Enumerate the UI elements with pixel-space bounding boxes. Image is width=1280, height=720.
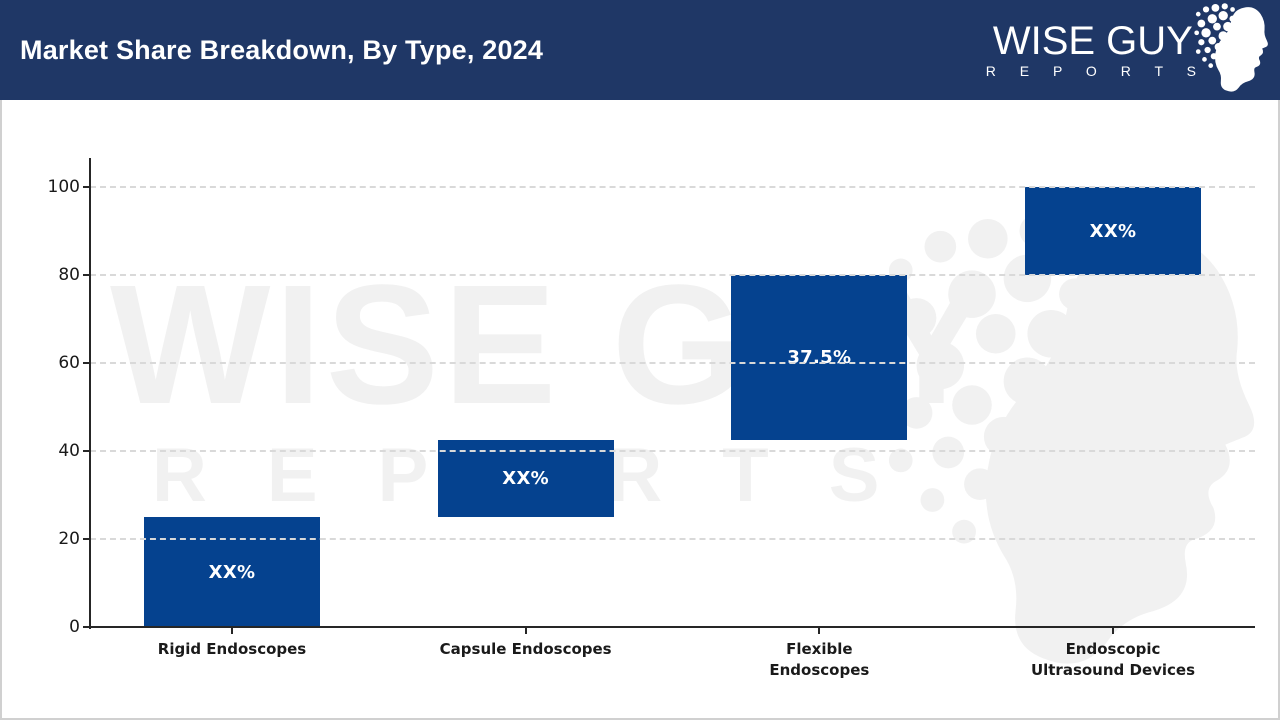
x-axis-line [89,626,1255,628]
brand-logo: WISE GUY R E P O R T S [980,0,1270,100]
bar-value-label: XX% [1089,220,1137,242]
x-tick-mark [1112,628,1114,634]
x-axis-category-label: Capsule Endoscopes [376,639,676,660]
y-tick-label: 100 [47,177,80,197]
y-tick-mark [83,626,90,628]
x-axis-category-line: Ultrasound Devices [1030,661,1196,679]
y-tick-label: 80 [58,265,80,285]
bar-3: 37.5% [731,275,908,440]
bar-1: XX% [144,517,320,627]
gridline-100 [90,186,1255,188]
header-banner: Market Share Breakdown, By Type, 2024 WI… [0,0,1280,100]
bar-2: XX% [437,440,614,517]
x-axis-category-line: Capsule Endoscopes [439,640,612,658]
y-tick-mark [83,362,90,364]
watermark-head-icon [880,215,1255,664]
gridline-40 [90,450,1255,452]
bar-4: XX% [1025,187,1201,275]
y-tick-label: 20 [58,529,80,549]
brand-name-text: WISE GUY [992,19,1193,63]
brand-wordmark: WISE GUY R E P O R T S [980,21,1206,79]
brand-reports-text: R E P O R T S [985,63,1206,79]
gridline-60 [90,362,1255,364]
bar-value-label: XX% [208,561,256,583]
x-axis-category-line: Flexible [786,640,853,658]
x-axis-category-label: Flexible Endoscopes [669,639,969,681]
x-axis-category-line: Rigid Endoscopes [157,640,307,658]
x-axis-category-line: Endoscopes [769,661,870,679]
x-tick-mark [231,628,233,634]
x-axis-category-label: Endoscopic Ultrasound Devices [963,639,1263,681]
bar-value-label: 37.5% [787,347,852,368]
bar-value-label: XX% [502,468,549,489]
y-tick-mark [83,450,90,452]
x-tick-mark [524,628,527,634]
gridline-80 [90,274,1255,276]
y-tick-mark [83,538,90,540]
y-tick-mark [83,274,90,276]
y-tick-label: 0 [69,617,80,637]
x-axis-category-line: Endoscopic [1065,640,1161,658]
y-tick-label: 60 [58,353,80,373]
y-axis-line [89,158,91,629]
page-title: Market Share Breakdown, By Type, 2024 [20,34,544,65]
gridline-20 [90,538,1255,540]
y-tick-mark [83,186,90,188]
y-tick-label: 40 [58,441,80,461]
wiseguy-head-icon [1194,3,1268,92]
x-tick-mark [818,628,821,634]
x-axis-category-label: Rigid Endoscopes [82,639,382,660]
